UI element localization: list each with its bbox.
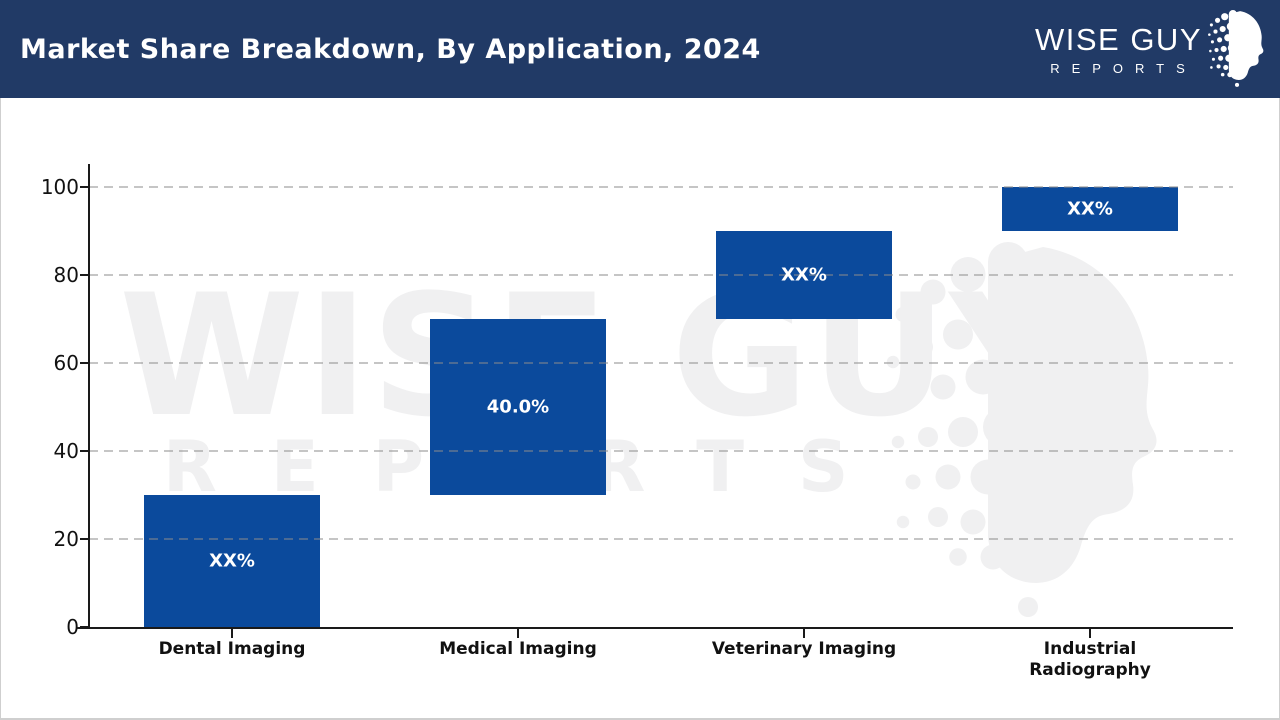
watermark-dotted-face-icon — [886, 242, 1157, 617]
y-tick-label-20: 20 — [53, 527, 79, 551]
gridline-60 — [89, 362, 1233, 364]
y-tick-60 — [80, 362, 89, 364]
bar-value-label-3: XX% — [781, 264, 827, 286]
bar-value-label-1: XX% — [209, 550, 255, 572]
plot-area: 0 20 40 60 80 100 XX% Dental Imaging 40.0% Medica… — [1, 98, 1280, 720]
x-axis-label-2: Medical Imaging — [439, 639, 597, 659]
x-tick-1 — [231, 629, 233, 638]
x-axis-spine — [77, 627, 1233, 629]
page-title: Market Share Breakdown, By Application, … — [20, 33, 761, 65]
bar-value-label-4: XX% — [1067, 198, 1113, 220]
wise-guy-reports-logo: WISE GUY REPORTS — [1035, 8, 1268, 90]
bar-4 — [1002, 187, 1178, 231]
x-axis-label-3: Veterinary Imaging — [711, 639, 897, 659]
gridline-80 — [89, 274, 1233, 276]
y-tick-20 — [80, 538, 89, 540]
bar-2 — [430, 319, 606, 495]
y-tick-label-60: 60 — [53, 351, 79, 375]
y-axis-spine — [88, 164, 90, 629]
x-tick-3 — [803, 629, 805, 638]
gridline-100 — [89, 186, 1233, 188]
y-tick-label-100: 100 — [40, 175, 79, 199]
x-tick-2 — [517, 629, 519, 638]
bar-1 — [144, 495, 320, 627]
bar-value-label-2: 40.0% — [486, 396, 550, 418]
y-tick-40 — [80, 450, 89, 452]
x-axis-label-4: Industrial Radiography — [1029, 639, 1151, 681]
x-tick-4 — [1089, 629, 1091, 638]
y-tick-100 — [80, 186, 89, 188]
gridline-20 — [89, 538, 1233, 540]
dotted-face-profile-icon — [1208, 10, 1264, 87]
gridline-40 — [89, 450, 1233, 452]
logo-subtitle: REPORTS — [1050, 61, 1197, 76]
x-axis-label-1: Dental Imaging — [158, 639, 306, 659]
y-tick-label-0: 0 — [66, 615, 79, 639]
logo-wordmark: WISE GUY — [1034, 22, 1202, 57]
y-tick-80 — [80, 274, 89, 276]
logo-text: WISE GUY REPORTS — [1035, 22, 1202, 76]
header-bar: Market Share Breakdown, By Application, … — [0, 0, 1280, 98]
y-tick-label-40: 40 — [53, 439, 79, 463]
y-tick-label-80: 80 — [53, 263, 79, 287]
